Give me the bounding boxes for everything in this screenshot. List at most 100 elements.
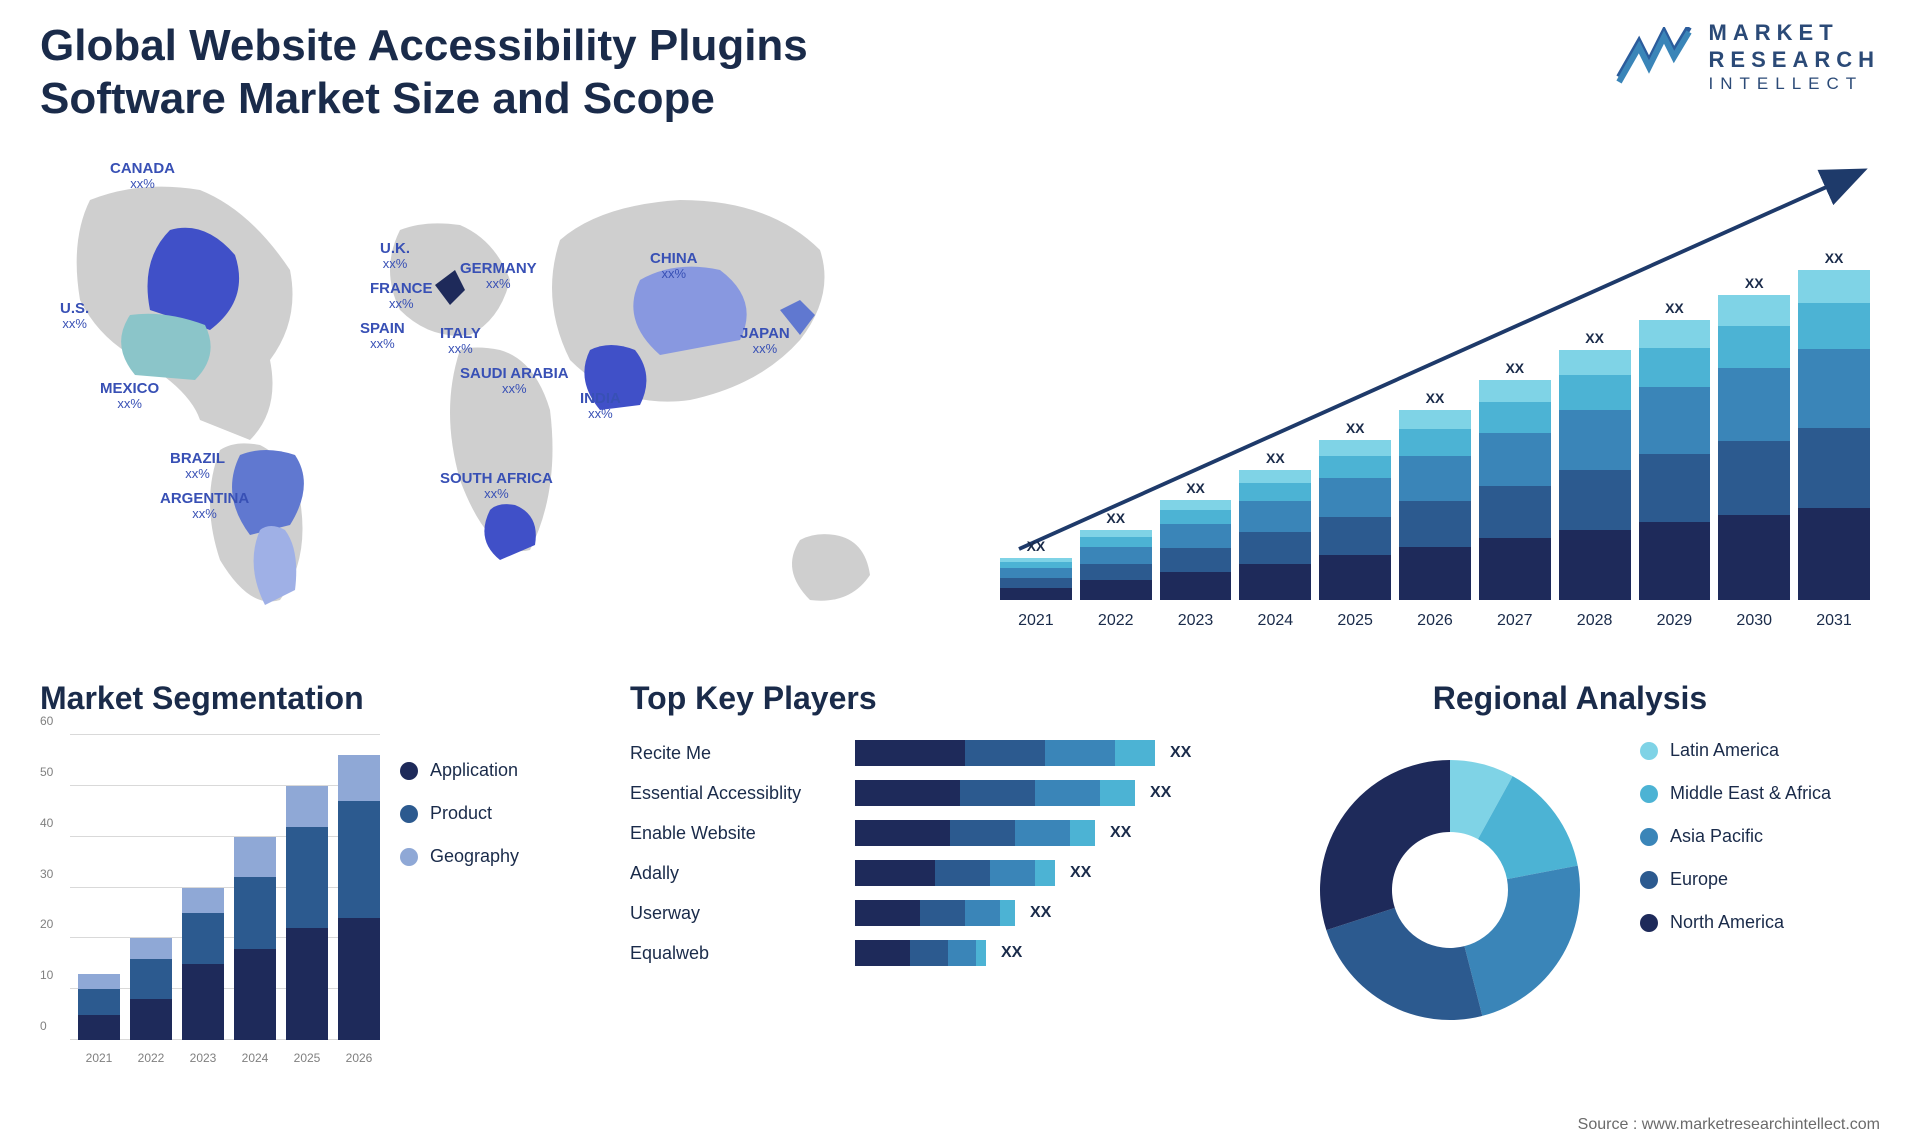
swatch-icon (400, 805, 418, 823)
bar-segment (1798, 508, 1870, 600)
map-label: CANADAxx% (110, 160, 175, 192)
segmentation-year: 2025 (286, 1051, 328, 1065)
bar-segment (1479, 380, 1551, 402)
map-label: JAPANxx% (740, 325, 790, 357)
bar-segment (1000, 578, 1072, 588)
legend-label: Middle East & Africa (1670, 783, 1831, 804)
bar-segment (78, 989, 120, 1014)
legend-item: Latin America (1640, 740, 1831, 761)
forecast-year-tick: 2027 (1479, 612, 1551, 630)
bar-segment (1399, 547, 1471, 600)
bar-segment (1239, 564, 1311, 600)
bar-segment (1160, 524, 1232, 548)
forecast-bar: XX (1798, 250, 1870, 600)
swatch-icon (1640, 828, 1658, 846)
map-label: CHINAxx% (650, 250, 698, 282)
player-value: XX (1030, 904, 1051, 922)
legend-item: Geography (400, 846, 519, 867)
bar-segment (1080, 580, 1152, 600)
forecast-bar: XX (1160, 480, 1232, 600)
player-value: XX (1110, 824, 1131, 842)
forecast-bar: XX (1559, 330, 1631, 600)
bar-segment (855, 820, 950, 846)
logo-line1: MARKET (1709, 20, 1880, 46)
donut-slice (1464, 866, 1580, 1016)
bar-segment (855, 780, 960, 806)
bar-segment (1559, 470, 1631, 530)
y-tick: 10 (40, 968, 53, 982)
bar-segment (1798, 270, 1870, 303)
logo-line2: RESEARCH (1709, 47, 1880, 73)
legend-item: Application (400, 760, 519, 781)
forecast-bar: XX (1479, 360, 1551, 600)
legend-item: North America (1640, 912, 1831, 933)
map-label: SPAINxx% (360, 320, 405, 352)
y-tick: 40 (40, 816, 53, 830)
player-row: Enable WebsiteXX (630, 820, 1230, 846)
bar-segment (286, 786, 328, 827)
map-label: U.S.xx% (60, 300, 89, 332)
bar-segment (1160, 548, 1232, 572)
forecast-bar-label: XX (1027, 538, 1046, 554)
bar-segment (855, 940, 910, 966)
regional-panel: Regional Analysis Latin AmericaMiddle Ea… (1260, 680, 1880, 1096)
forecast-bar: XX (1319, 420, 1391, 600)
bar-segment (182, 888, 224, 913)
bar-segment (1035, 860, 1055, 886)
forecast-chart: XXXXXXXXXXXXXXXXXXXXXX 20212022202320242… (990, 160, 1880, 640)
legend-label: Product (430, 803, 492, 824)
legend-label: Europe (1670, 869, 1728, 890)
source-text: Source : www.marketresearchintellect.com (1578, 1116, 1880, 1134)
bar-segment (1319, 517, 1391, 555)
player-row: UserwayXX (630, 900, 1230, 926)
forecast-bar-label: XX (1426, 390, 1445, 406)
bar-segment (1070, 820, 1095, 846)
bar-segment (1080, 564, 1152, 581)
bar-segment (1639, 522, 1711, 600)
map-label: MEXICOxx% (100, 380, 159, 412)
player-name: Equalweb (630, 943, 840, 964)
bar-segment (338, 918, 380, 1040)
forecast-year-tick: 2025 (1319, 612, 1391, 630)
legend-item: Middle East & Africa (1640, 783, 1831, 804)
forecast-year-tick: 2022 (1080, 612, 1152, 630)
bar-segment (78, 1015, 120, 1040)
bar-segment (1000, 588, 1072, 600)
bar-segment (950, 820, 1015, 846)
bar-segment (920, 900, 965, 926)
bar-segment (1798, 428, 1870, 507)
bar-segment (1479, 433, 1551, 486)
segmentation-year: 2026 (338, 1051, 380, 1065)
map-label: SOUTH AFRICAxx% (440, 470, 553, 502)
bar-segment (855, 860, 935, 886)
logo-line3: INTELLECT (1709, 74, 1880, 94)
world-map: CANADAxx%U.S.xx%MEXICOxx%BRAZILxx%ARGENT… (40, 160, 940, 640)
segmentation-title: Market Segmentation (40, 680, 600, 717)
swatch-icon (1640, 871, 1658, 889)
bar-segment (1239, 470, 1311, 483)
player-value: XX (1001, 944, 1022, 962)
bar-segment (1798, 303, 1870, 349)
forecast-bar-label: XX (1266, 450, 1285, 466)
bar-segment (1399, 410, 1471, 429)
forecast-year-tick: 2026 (1399, 612, 1471, 630)
y-tick: 0 (40, 1019, 47, 1033)
segmentation-panel: Market Segmentation 0102030405060 202120… (40, 680, 600, 1096)
forecast-bar: XX (1718, 275, 1790, 600)
swatch-icon (1640, 914, 1658, 932)
player-bar (855, 900, 1015, 926)
bar-segment (234, 837, 276, 878)
bar-segment (1718, 515, 1790, 600)
forecast-year-tick: 2021 (1000, 612, 1072, 630)
bar-segment (935, 860, 990, 886)
bar-segment (234, 949, 276, 1041)
bar-segment (1399, 429, 1471, 456)
legend-item: Asia Pacific (1640, 826, 1831, 847)
segmentation-year: 2023 (182, 1051, 224, 1065)
bar-segment (1718, 326, 1790, 369)
forecast-bar-label: XX (1106, 510, 1125, 526)
map-label: FRANCExx% (370, 280, 433, 312)
forecast-bar-label: XX (1825, 250, 1844, 266)
bar-segment (1080, 537, 1152, 547)
bar-segment (1319, 440, 1391, 456)
